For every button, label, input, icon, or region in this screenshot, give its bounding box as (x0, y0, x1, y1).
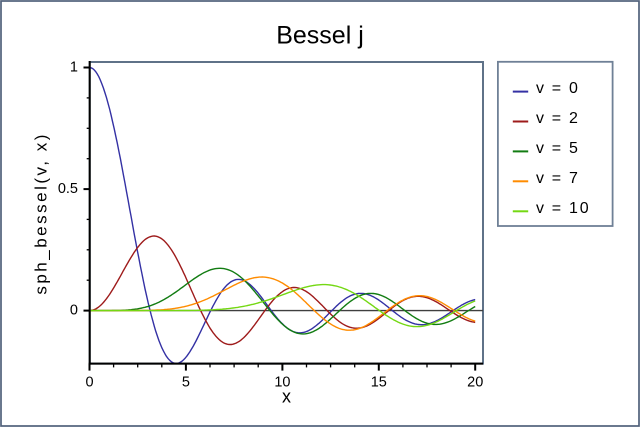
svg-text:15: 15 (371, 375, 387, 391)
svg-text:v = 0: v = 0 (536, 80, 580, 97)
svg-text:0: 0 (70, 303, 78, 319)
svg-text:1: 1 (70, 60, 78, 76)
svg-text:20: 20 (467, 375, 483, 391)
svg-text:0.5: 0.5 (58, 181, 78, 197)
svg-text:x: x (282, 387, 291, 407)
svg-text:v = 2: v = 2 (536, 110, 580, 127)
svg-text:Bessel j: Bessel j (276, 22, 364, 50)
svg-text:5: 5 (182, 375, 190, 391)
svg-text:v = 10: v = 10 (536, 200, 591, 217)
svg-text:10: 10 (274, 375, 290, 391)
svg-text:v = 5: v = 5 (536, 140, 580, 157)
svg-text:sph_bessel(v, x): sph_bessel(v, x) (32, 132, 51, 295)
svg-text:v = 7: v = 7 (536, 170, 580, 187)
svg-text:0: 0 (85, 375, 93, 391)
